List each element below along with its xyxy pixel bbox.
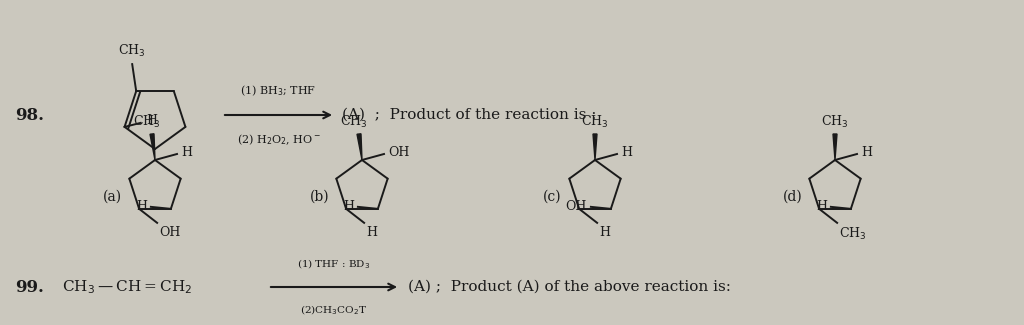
Text: H: H — [861, 147, 872, 160]
Text: (1) THF : BD$_3$: (1) THF : BD$_3$ — [297, 257, 371, 271]
Text: OH: OH — [388, 146, 410, 159]
Text: CH$_3$: CH$_3$ — [133, 114, 161, 130]
Text: H: H — [146, 114, 158, 127]
Polygon shape — [593, 134, 597, 160]
Text: H: H — [621, 147, 632, 160]
Text: (2) H$_2$O$_2$, HO$^-$: (2) H$_2$O$_2$, HO$^-$ — [237, 132, 321, 147]
Text: OH: OH — [159, 226, 180, 239]
Polygon shape — [150, 134, 155, 160]
Text: (a): (a) — [103, 190, 122, 204]
Text: CH$_3$: CH$_3$ — [821, 114, 849, 130]
Text: 99.: 99. — [15, 279, 44, 295]
Text: OH: OH — [565, 200, 587, 213]
Text: H: H — [367, 226, 377, 239]
Text: (2)CH$_3$CO$_2$T: (2)CH$_3$CO$_2$T — [300, 303, 368, 317]
Text: (A)  ;  Product of the reaction is :: (A) ; Product of the reaction is : — [342, 108, 597, 122]
Text: (1) BH$_3$; THF: (1) BH$_3$; THF — [241, 84, 316, 98]
Polygon shape — [833, 134, 837, 160]
Text: (b): (b) — [310, 190, 330, 204]
Text: (c): (c) — [543, 190, 561, 204]
Text: CH$_3$: CH$_3$ — [340, 114, 368, 130]
Polygon shape — [357, 134, 362, 160]
Text: 98.: 98. — [15, 107, 44, 124]
Text: (A) ;  Product (A) of the above reaction is:: (A) ; Product (A) of the above reaction … — [408, 280, 731, 294]
Text: H: H — [599, 226, 610, 239]
Text: (d): (d) — [783, 190, 803, 204]
Text: CH$_3$: CH$_3$ — [839, 226, 866, 242]
Text: H: H — [343, 200, 354, 213]
Text: H: H — [136, 200, 146, 213]
Text: CH$_3$ — CH = CH$_2$: CH$_3$ — CH = CH$_2$ — [62, 278, 193, 296]
Text: H: H — [816, 200, 826, 213]
Text: CH$_3$: CH$_3$ — [119, 43, 146, 59]
Text: H: H — [181, 147, 193, 160]
Text: CH$_3$: CH$_3$ — [582, 114, 608, 130]
